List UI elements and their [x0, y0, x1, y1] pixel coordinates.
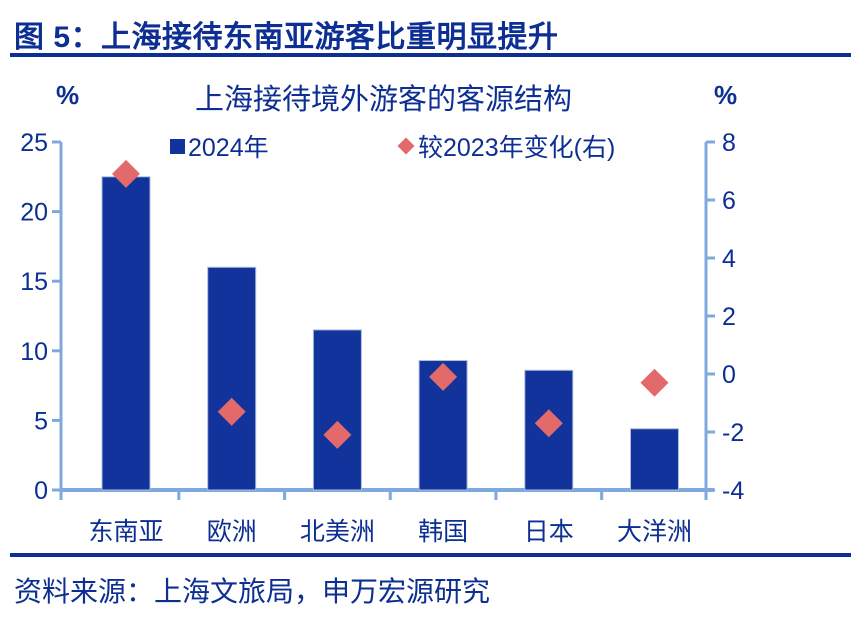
- right-axis-tick-label: 6: [722, 187, 736, 215]
- chart-title: 上海接待境外游客的客源结构: [194, 84, 572, 116]
- left-axis-tick-label: 10: [20, 338, 48, 366]
- right-axis-tick-label: -4: [722, 477, 744, 505]
- left-axis-tick-label: 25: [20, 129, 48, 157]
- source-text: 资料来源：上海文旅局，申万宏源研究: [14, 576, 491, 607]
- legend-item-change: 较2023年变化(右): [397, 128, 616, 164]
- chart-plot-area: 0 5 10 15 20 25 -4 -2 0 2 4 6 8 东南亚 欧洲 北美洲 韩国 日本 大洋洲: [20, 129, 744, 546]
- right-axis-tick-label: -2: [722, 419, 744, 447]
- bar-欧洲: [207, 266, 257, 491]
- figure-title: 图 5：上海接待东南亚游客比重明显提升: [14, 21, 559, 54]
- right-axis-tick-label: 4: [722, 245, 736, 273]
- category-label-东南亚: 东南亚: [88, 518, 163, 546]
- left-axis-tick-label: 0: [34, 477, 48, 505]
- legend-label-2024: 2024年: [188, 134, 269, 162]
- right-axis-unit-label: %: [714, 80, 738, 110]
- bar-大洋洲: [630, 428, 679, 491]
- right-axis-tick-label: 0: [722, 361, 736, 389]
- category-label-大洋洲: 大洋洲: [617, 518, 692, 546]
- bar-东南亚: [101, 176, 151, 491]
- category-label-北美洲: 北美洲: [300, 518, 375, 546]
- right-axis-tick-label: 8: [722, 129, 736, 157]
- diamond-日本: [534, 409, 563, 438]
- legend: 2024年 较2023年变化(右): [0, 128, 864, 162]
- legend-label-change: 较2023年变化(右): [418, 134, 616, 162]
- category-label-韩国: 韩国: [418, 518, 468, 546]
- category-label-日本: 日本: [524, 518, 574, 546]
- footer-divider-rule: [10, 553, 851, 557]
- category-label-欧洲: 欧洲: [207, 518, 257, 546]
- right-axis-tick-label: 2: [722, 303, 736, 331]
- legend-item-2024: 2024年: [170, 128, 269, 164]
- bar-北美洲: [312, 329, 362, 491]
- legend-square-icon: [170, 138, 185, 154]
- diamond-韩国: [429, 362, 458, 391]
- diamond-欧洲: [217, 397, 246, 426]
- left-axis-tick-label: 5: [34, 407, 48, 435]
- left-axis-tick-label: 15: [20, 268, 48, 296]
- left-axis-tick-label: 20: [20, 199, 48, 227]
- diamond-东南亚: [112, 159, 140, 188]
- diamond-北美洲: [323, 420, 352, 449]
- title-divider-rule: [10, 53, 851, 57]
- diamond-大洋洲: [640, 368, 669, 397]
- left-axis-unit-label: %: [56, 80, 80, 110]
